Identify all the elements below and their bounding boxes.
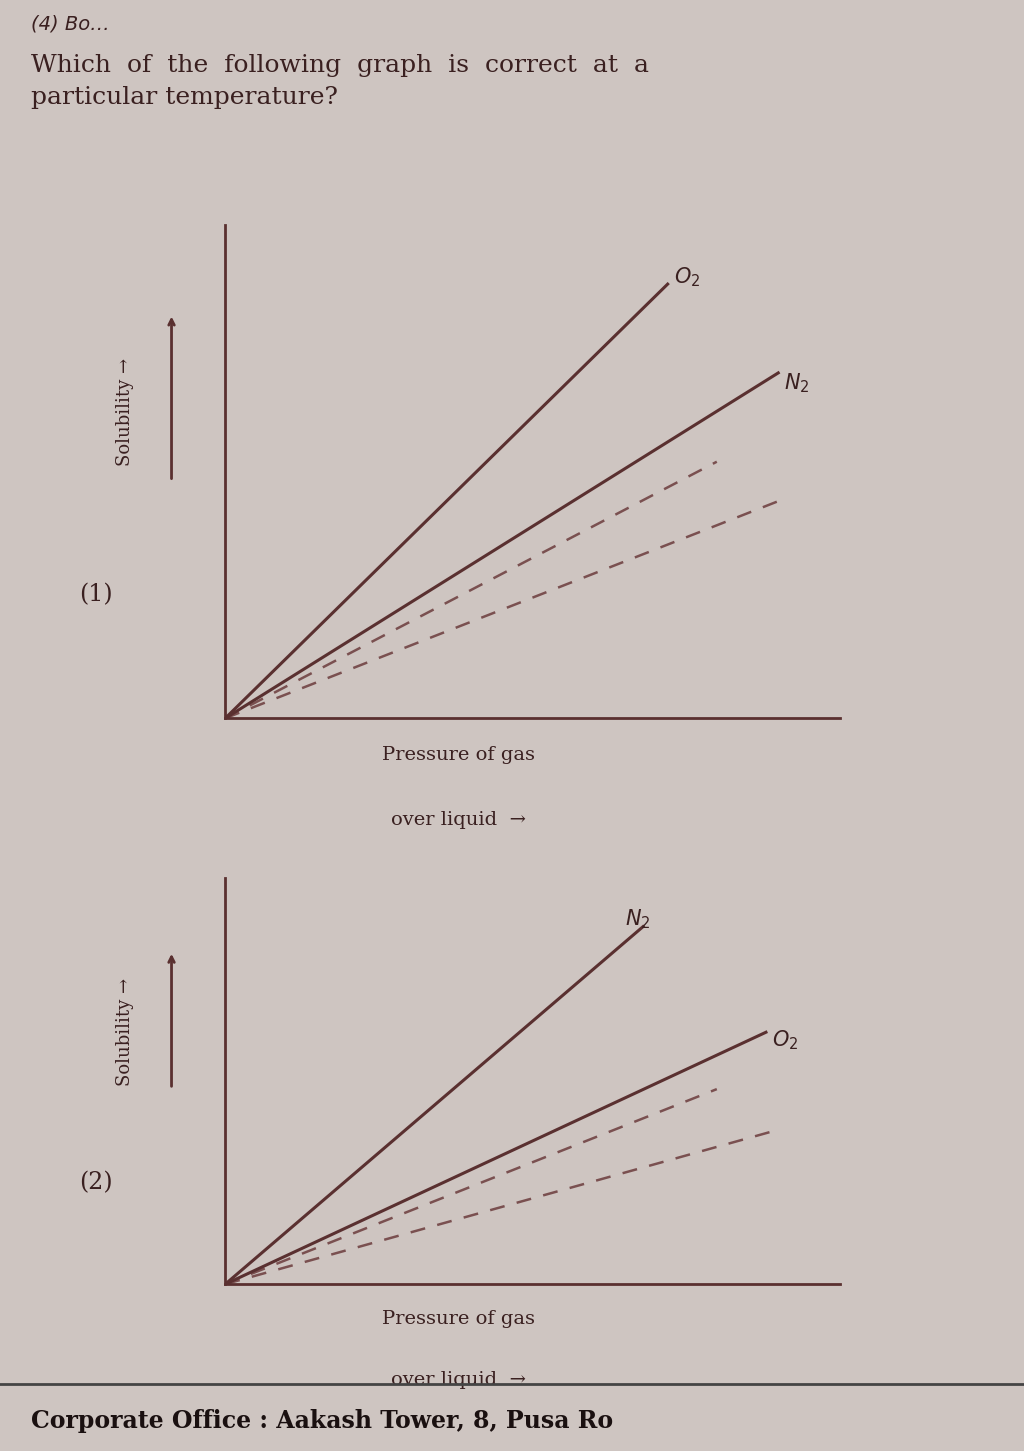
Text: (1): (1) xyxy=(80,583,113,607)
Text: $O_2$: $O_2$ xyxy=(674,266,700,289)
Text: over liquid  →: over liquid → xyxy=(391,1371,526,1390)
Text: $N_2$: $N_2$ xyxy=(784,371,810,395)
Text: Pressure of gas: Pressure of gas xyxy=(382,746,536,763)
Text: Solubility →: Solubility → xyxy=(117,978,134,1087)
Text: $N_2$: $N_2$ xyxy=(625,907,650,930)
Text: Corporate Office : Aakash Tower, 8, Pusa Ro: Corporate Office : Aakash Tower, 8, Pusa… xyxy=(31,1409,612,1432)
Text: Solubility →: Solubility → xyxy=(117,358,134,466)
Text: (2): (2) xyxy=(80,1171,113,1194)
Text: Which  of  the  following  graph  is  correct  at  a
particular temperature?: Which of the following graph is correct … xyxy=(31,54,649,109)
Text: over liquid  →: over liquid → xyxy=(391,811,526,829)
Text: (4) Bo…: (4) Bo… xyxy=(31,15,110,33)
Text: Pressure of gas: Pressure of gas xyxy=(382,1310,536,1328)
Text: $O_2$: $O_2$ xyxy=(772,1029,799,1052)
